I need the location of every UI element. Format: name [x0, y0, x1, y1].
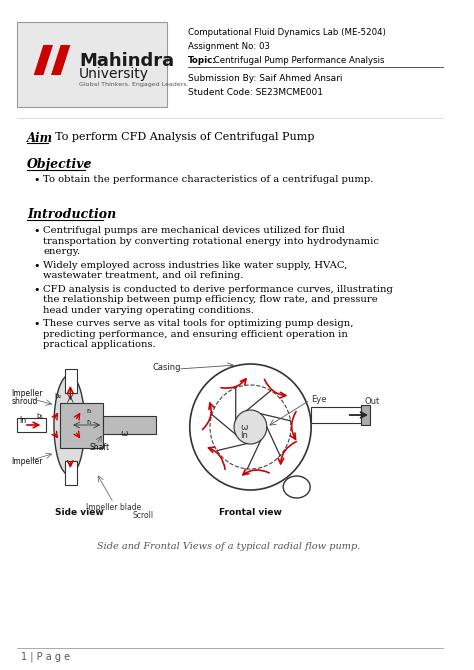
Text: predicting performance, and ensuring efficient operation in: predicting performance, and ensuring eff… — [43, 330, 348, 338]
Text: Objective: Objective — [27, 158, 92, 171]
Text: Scroll: Scroll — [132, 511, 153, 520]
Text: •: • — [34, 175, 40, 185]
Text: Impeller: Impeller — [11, 389, 43, 398]
Text: Frontal view: Frontal view — [219, 508, 282, 517]
FancyBboxPatch shape — [18, 418, 46, 432]
Text: r₂: r₂ — [87, 408, 92, 414]
FancyBboxPatch shape — [18, 22, 167, 107]
Text: shroud: shroud — [11, 397, 38, 406]
FancyBboxPatch shape — [64, 461, 77, 485]
Text: Impeller: Impeller — [11, 457, 43, 466]
FancyBboxPatch shape — [361, 405, 370, 425]
Text: head under varying operating conditions.: head under varying operating conditions. — [43, 306, 254, 314]
Text: ω: ω — [120, 429, 128, 438]
Text: Side and Frontal Views of a typical radial flow pump.: Side and Frontal Views of a typical radi… — [97, 542, 360, 551]
Text: To obtain the performance characteristics of a centrifugal pump.: To obtain the performance characteristic… — [43, 175, 374, 184]
Text: Casing: Casing — [152, 363, 181, 372]
Circle shape — [190, 364, 311, 490]
FancyBboxPatch shape — [103, 416, 156, 434]
Text: :: : — [103, 208, 107, 221]
Text: Shaft: Shaft — [90, 443, 109, 452]
Text: energy.: energy. — [43, 247, 81, 256]
Text: Impeller blade: Impeller blade — [86, 503, 141, 512]
Ellipse shape — [54, 375, 85, 475]
Text: In: In — [19, 416, 27, 425]
Text: r₁: r₁ — [87, 419, 92, 425]
Text: b₁: b₁ — [36, 413, 44, 419]
Text: These curves serve as vital tools for optimizing pump design,: These curves serve as vital tools for op… — [43, 319, 354, 328]
Text: the relationship between pump efficiency, flow rate, and pressure: the relationship between pump efficiency… — [43, 295, 378, 304]
Circle shape — [234, 410, 267, 444]
Text: •: • — [34, 285, 40, 295]
Text: In: In — [240, 431, 247, 440]
Text: transportation by converting rotational energy into hydrodynamic: transportation by converting rotational … — [43, 237, 379, 245]
Text: University: University — [79, 67, 149, 81]
Text: •: • — [34, 319, 40, 329]
FancyBboxPatch shape — [60, 403, 103, 448]
Text: Aim: Aim — [27, 132, 53, 145]
Polygon shape — [51, 45, 70, 75]
Text: •: • — [34, 226, 40, 236]
Text: Submission By: Saif Ahmed Ansari: Submission By: Saif Ahmed Ansari — [188, 74, 342, 83]
Text: CFD analysis is conducted to derive performance curves, illustrating: CFD analysis is conducted to derive perf… — [43, 285, 393, 293]
Text: Assignment No: 03: Assignment No: 03 — [188, 42, 270, 51]
Text: •: • — [34, 261, 40, 271]
FancyBboxPatch shape — [311, 407, 361, 423]
Text: practical applications.: practical applications. — [43, 340, 156, 349]
Text: Centrifugal pumps are mechanical devices utilized for fluid: Centrifugal pumps are mechanical devices… — [43, 226, 345, 235]
Text: Mahindra: Mahindra — [79, 52, 174, 70]
FancyBboxPatch shape — [64, 369, 77, 393]
Text: Eye: Eye — [311, 395, 327, 404]
Text: Side view: Side view — [55, 508, 103, 517]
Text: :: : — [85, 158, 89, 171]
Text: 1 | P a g e: 1 | P a g e — [21, 652, 70, 663]
Text: wastewater treatment, and oil refining.: wastewater treatment, and oil refining. — [43, 271, 244, 280]
Text: b₂: b₂ — [54, 393, 61, 399]
Text: Computational Fluid Dynamics Lab (ME-5204): Computational Fluid Dynamics Lab (ME-520… — [188, 28, 386, 37]
Polygon shape — [34, 45, 53, 75]
Text: ω: ω — [240, 423, 247, 432]
Text: Student Code: SE23MCME001: Student Code: SE23MCME001 — [188, 88, 323, 97]
Text: Widely employed across industries like water supply, HVAC,: Widely employed across industries like w… — [43, 261, 348, 269]
Text: Global Thinkers. Engaged Leaders.: Global Thinkers. Engaged Leaders. — [79, 82, 189, 87]
Text: Introduction: Introduction — [27, 208, 116, 221]
Text: Out: Out — [364, 397, 379, 406]
Text: Topic:: Topic: — [188, 56, 217, 65]
Text: Centrifugal Pump Performance Analysis: Centrifugal Pump Performance Analysis — [211, 56, 384, 65]
Text: : To perform CFD Analysis of Centrifugal Pump: : To perform CFD Analysis of Centrifugal… — [48, 132, 315, 142]
